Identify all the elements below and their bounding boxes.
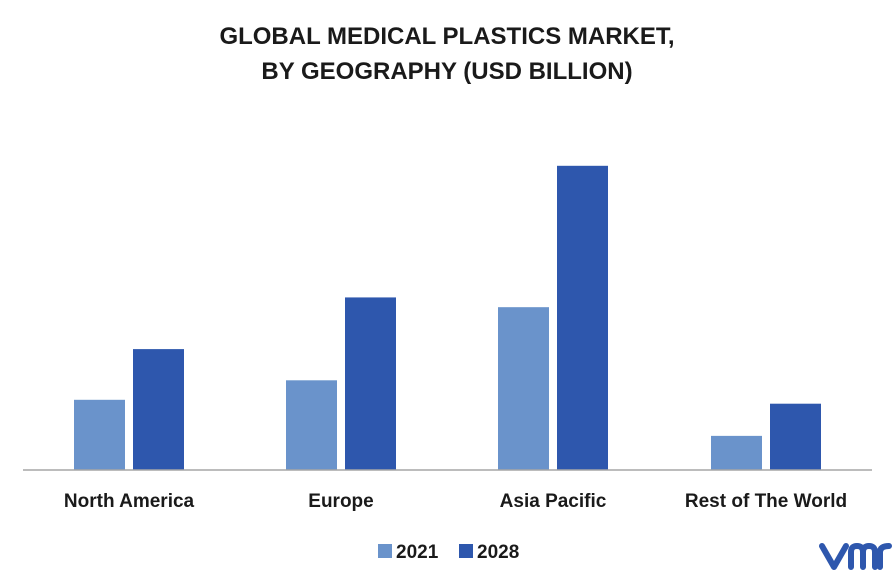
logo [819, 543, 892, 570]
category-labels: North America Europe Asia Pacific Rest of T… [64, 491, 847, 512]
bar-2028-north-america [133, 349, 184, 470]
category-label: Asia Pacific [500, 491, 607, 512]
bar-2021-rest-of-the-world [711, 435, 762, 470]
legend-label-2028: 2028 [477, 542, 519, 563]
bar-2021-asia-pacific [498, 307, 549, 470]
logo-mr-mark [848, 543, 892, 570]
bar-2028-asia-pacific [557, 165, 608, 471]
legend: 2021 2028 [378, 542, 519, 563]
category-label: North America [64, 491, 195, 512]
chart-title: GLOBAL MEDICAL PLASTICS MARKET, [219, 23, 674, 50]
legend-swatch-2021 [378, 544, 392, 558]
bar-2028-europe [345, 297, 396, 470]
bar-2021-europe [286, 380, 337, 470]
category-label: Europe [308, 491, 373, 512]
legend-label-2021: 2021 [396, 542, 439, 563]
bars-group [74, 165, 821, 471]
category-label: Rest of The World [685, 491, 847, 512]
bar-2021-north-america [74, 399, 125, 470]
legend-swatch-2028 [459, 544, 473, 558]
chart-subtitle: BY GEOGRAPHY (USD BILLION) [261, 58, 632, 85]
logo-v-mark [819, 543, 849, 570]
bar-2028-rest-of-the-world [770, 403, 821, 470]
